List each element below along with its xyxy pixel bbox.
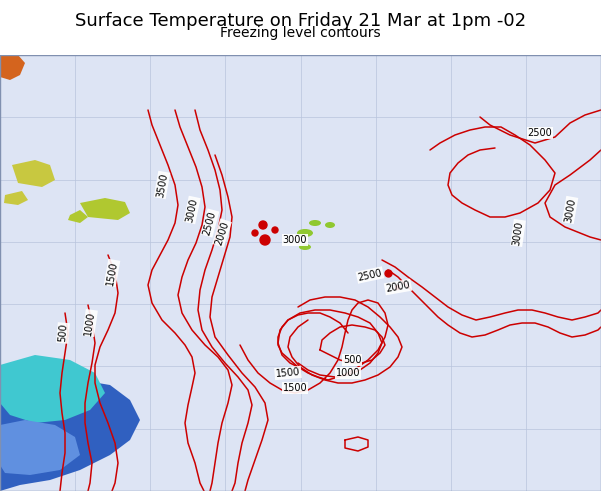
Text: 500: 500	[343, 355, 361, 365]
Polygon shape	[0, 55, 25, 80]
Text: Surface Temperature on Friday 21 Mar at 1pm -02: Surface Temperature on Friday 21 Mar at …	[75, 12, 526, 30]
Polygon shape	[4, 191, 28, 205]
Polygon shape	[0, 380, 140, 491]
Circle shape	[260, 235, 270, 245]
Text: 2500: 2500	[202, 210, 218, 236]
Ellipse shape	[325, 222, 335, 228]
Text: 3000: 3000	[511, 220, 525, 246]
Polygon shape	[0, 355, 105, 423]
Text: 2500: 2500	[357, 268, 383, 282]
Text: 1000: 1000	[336, 368, 360, 378]
Ellipse shape	[299, 244, 311, 250]
Polygon shape	[68, 210, 88, 223]
Circle shape	[272, 227, 278, 233]
Text: 1500: 1500	[105, 260, 119, 286]
Text: 500: 500	[57, 324, 69, 343]
Ellipse shape	[309, 220, 321, 226]
Circle shape	[259, 221, 267, 229]
Text: 3500: 3500	[155, 172, 169, 198]
Polygon shape	[80, 198, 130, 220]
Text: 1500: 1500	[282, 383, 307, 393]
Text: 2500: 2500	[528, 128, 552, 138]
Polygon shape	[0, 420, 80, 475]
Text: 3000: 3000	[185, 197, 200, 223]
Circle shape	[252, 230, 258, 236]
Ellipse shape	[297, 229, 313, 237]
Text: 2000: 2000	[213, 220, 231, 246]
Text: Freezing level contours: Freezing level contours	[220, 26, 381, 40]
Text: 1000: 1000	[84, 310, 97, 336]
Text: 3000: 3000	[282, 235, 307, 245]
Text: 3000: 3000	[563, 197, 577, 223]
Polygon shape	[12, 160, 55, 187]
Text: 1500: 1500	[275, 367, 300, 379]
Text: 2000: 2000	[385, 280, 411, 294]
